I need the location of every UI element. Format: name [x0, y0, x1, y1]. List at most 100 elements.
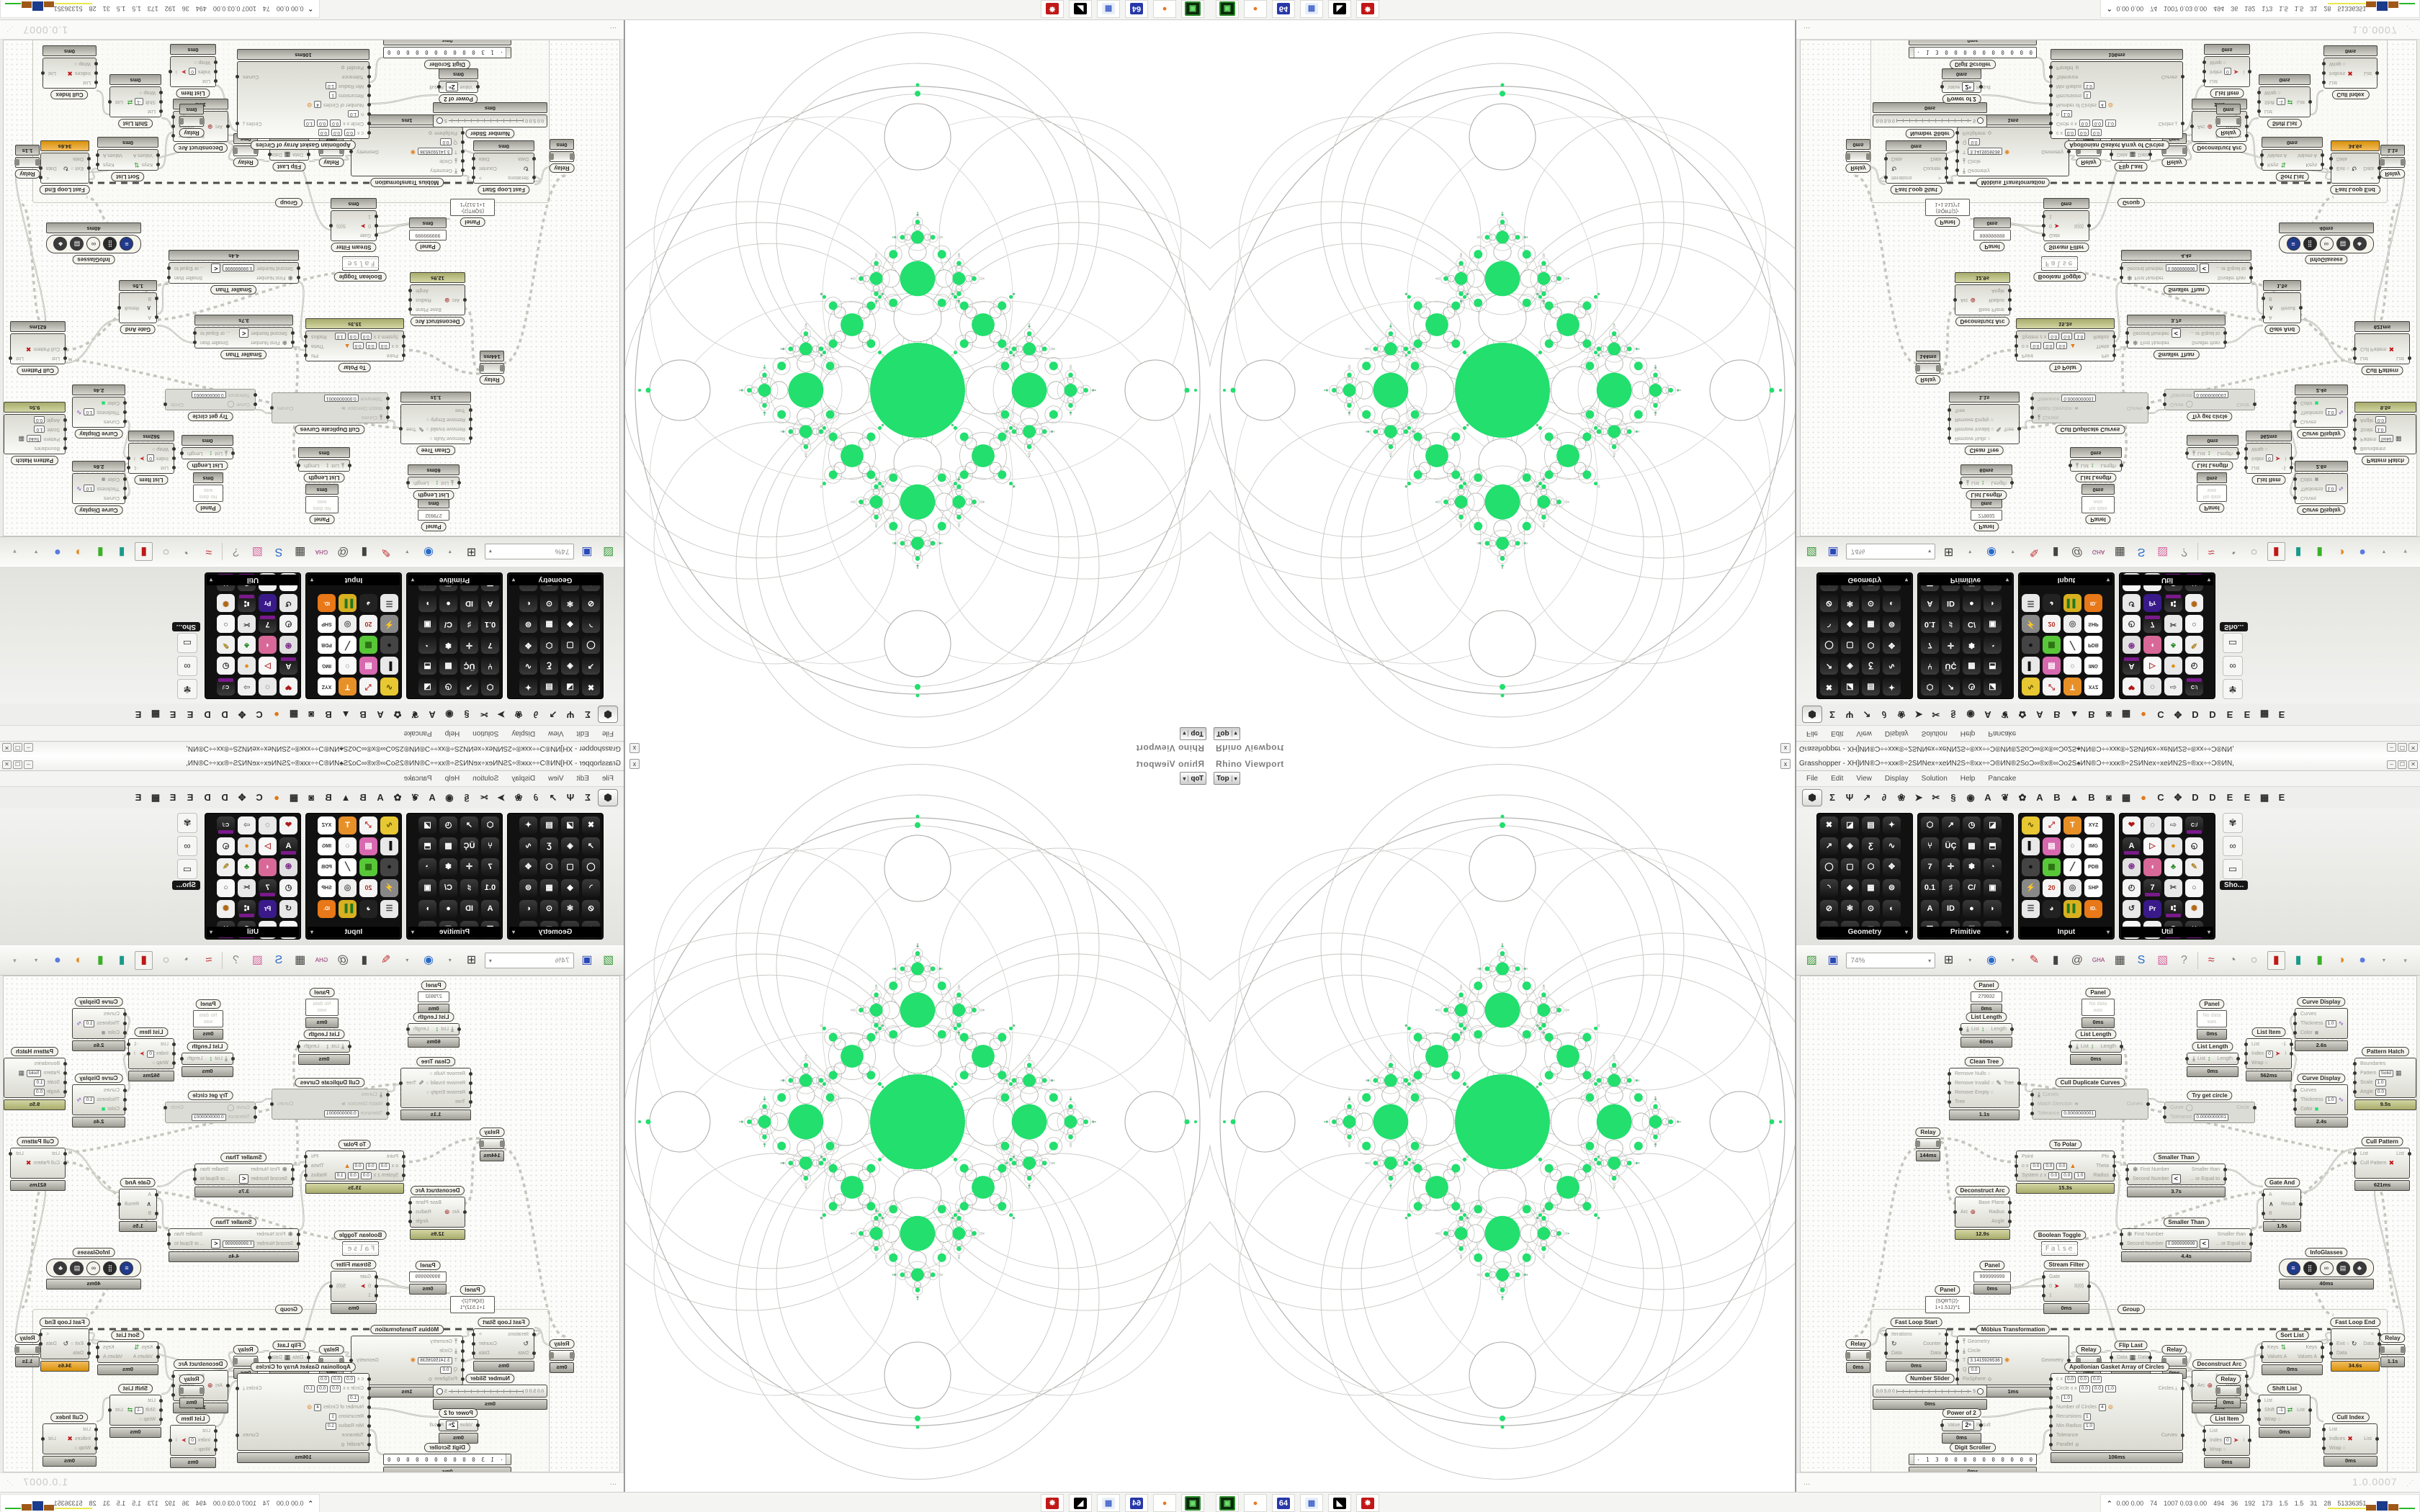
- component-icon[interactable]: ↗: [1942, 678, 1960, 696]
- component-icon[interactable]: ◕: [2043, 900, 2061, 918]
- component-icon[interactable]: ▤: [540, 816, 558, 834]
- gh-node-list-item[interactable]: List Item List Index 0 ➤ i Wrap ○ 0ms: [170, 44, 216, 101]
- value-box[interactable]: 5.0: [529, 1388, 536, 1394]
- value-box[interactable]: 1.0: [34, 1079, 45, 1086]
- component-icon[interactable]: ◆: [561, 615, 579, 633]
- value-box[interactable]: 0.0000000001: [2194, 1113, 2228, 1121]
- save-file-icon[interactable]: ▣: [1827, 954, 1839, 966]
- category-tab-27[interactable]: E: [135, 792, 142, 803]
- toolbar-icon[interactable]: ⊞: [1943, 546, 1954, 558]
- category-tab-4[interactable]: ∂: [1881, 709, 1887, 720]
- component-icon[interactable]: ⬡: [1921, 816, 1939, 834]
- component-icon[interactable]: SHP: [318, 615, 336, 633]
- toolbar-icon[interactable]: ▾: [448, 549, 452, 555]
- maximize-icon[interactable]: ☐: [2398, 743, 2407, 752]
- palette-side-icon[interactable]: ▭: [177, 633, 197, 653]
- palette-side-icon[interactable]: ∞: [177, 656, 197, 676]
- component-icon[interactable]: ▢: [1841, 636, 1859, 654]
- category-tab-9[interactable]: ◉: [1966, 792, 1975, 803]
- category-tab-7[interactable]: ✂: [1932, 792, 1940, 803]
- category-tab-23[interactable]: D: [204, 709, 211, 720]
- component-icon[interactable]: ╱: [339, 636, 357, 654]
- gh-node-list-length[interactable]: List Length ⤓ List ↕ Length 0ms: [2185, 1039, 2240, 1077]
- gh-node-smaller-than[interactable]: Smaller Than ❄ First Number Smaller than Sec…: [169, 250, 299, 297]
- category-tab-2[interactable]: Ψ: [1845, 709, 1854, 720]
- category-tab-18[interactable]: ▦: [2121, 792, 2131, 803]
- gh-node-curve-display[interactable]: Curve Display Curves Thickness 1.0 ∿ Color ■ 2.…: [72, 994, 125, 1051]
- taskbar-app-icon[interactable]: ▣: [1216, 1494, 1239, 1512]
- gh-node-number-slider[interactable]: Number Slider 0.0 5.0 0 5 0ms: [433, 1371, 547, 1410]
- category-tab-14[interactable]: B: [359, 792, 367, 803]
- gh-node-cull-duplicate-curves[interactable]: Cull Duplicate Curves ⤓ Curves Match Direct…: [2032, 392, 2148, 437]
- taskbar-app-icon[interactable]: ▣: [1216, 0, 1239, 18]
- value-box[interactable]: 0.0: [344, 1375, 356, 1383]
- value-box[interactable]: 0.0: [2375, 416, 2386, 424]
- gh-node-curve-display[interactable]: Curve Display Curves Thickness 1.0 ∿ Color ■ 2.…: [2293, 994, 2348, 1051]
- component-icon[interactable]: ◯: [582, 858, 600, 876]
- component-icon[interactable]: ◯: [582, 636, 600, 654]
- component-icon[interactable]: ☰: [2022, 594, 2040, 612]
- taskbar-app-icon[interactable]: ▦: [1300, 1494, 1323, 1512]
- value-box[interactable]: 0.999999999: [223, 264, 255, 272]
- component-icon[interactable]: C:/: [2185, 678, 2203, 696]
- gh-node-panel[interactable]: Panel No data was 0ms: [305, 985, 339, 1028]
- digit-scroller-body[interactable]: · 1 3 0 0 0 0 0 0 0 0 0 0: [1909, 1454, 2037, 1465]
- component-icon[interactable]: C:/: [217, 816, 235, 834]
- slider-body[interactable]: 0.0 5.0 0 5: [1873, 114, 1987, 127]
- value-box[interactable]: 1: [329, 1413, 336, 1421]
- value-box[interactable]: 0: [147, 1050, 154, 1058]
- component-icon[interactable]: ID.: [318, 594, 336, 612]
- component-icon[interactable]: ✥: [519, 636, 537, 654]
- component-icon[interactable]: ⊘: [1820, 900, 1838, 918]
- component-icon[interactable]: ▌▌: [339, 594, 357, 612]
- value-box[interactable]: 0.0: [2078, 129, 2089, 137]
- value-box[interactable]: 0.0: [352, 1162, 364, 1170]
- gh-node-curve-display[interactable]: Curve Display Curves Thickness 1.0 ∿ Color ■ 2.…: [72, 461, 125, 518]
- gh-node-power-of-2[interactable]: Power of 2 Value 2ⁿ Result 0ms: [429, 68, 478, 107]
- panel-value[interactable]: 279932: [418, 510, 449, 521]
- node-body[interactable]: List Index 0 ➤ i Wrap ○: [2202, 1425, 2251, 1456]
- gh-node-panel[interactable]: Panel 279932 0ms: [418, 498, 449, 534]
- component-icon[interactable]: ◝: [1820, 879, 1838, 897]
- gh-node-panel[interactable]: Panel (SQRT(2)- 1+1.512)^1: [450, 199, 495, 230]
- node-body[interactable]: Remove Nulls ○ Remove Invalid ○ ✎ Tree Remov…: [400, 1068, 471, 1108]
- relay-body[interactable]: [550, 151, 574, 162]
- component-icon[interactable]: ◐: [519, 900, 537, 918]
- node-body[interactable]: Point Phi o x 0.0 0.0 0.0 ▲ Theta System z x 0.0 0…: [305, 1151, 404, 1182]
- node-body[interactable]: Curves Thickness 1.0 ∿ Color ■: [72, 1084, 125, 1115]
- node-body[interactable]: < Exit ○ ↻ Data Data: [40, 153, 89, 184]
- component-icon[interactable]: ✎: [217, 858, 235, 876]
- component-icon[interactable]: ✺: [217, 900, 235, 918]
- component-icon[interactable]: ⬡: [1862, 858, 1880, 876]
- component-icon[interactable]: ▌: [380, 837, 398, 855]
- gh-node-list-length[interactable]: List Length ⤓ List ↕ Length 60ms: [1960, 464, 2012, 503]
- taskbar-app-icon[interactable]: ●: [1244, 0, 1267, 18]
- gh-node-sort-list[interactable]: Sort List Keys ⇅ Keys Values A Values A 0ms: [2262, 137, 2323, 184]
- component-icon[interactable]: ⑂: [481, 657, 499, 675]
- display-mode-icon[interactable]: ≈: [205, 954, 212, 966]
- infoglasses-body[interactable]: ≡ ⣿ ∞ ▤ ♣: [46, 235, 141, 253]
- category-tab-7[interactable]: ✂: [480, 709, 488, 720]
- category-tab-25[interactable]: E: [169, 792, 176, 803]
- component-icon[interactable]: 7: [259, 879, 277, 897]
- taskbar-app-icon[interactable]: 64: [1125, 1494, 1148, 1512]
- component-icon[interactable]: ↺: [279, 900, 297, 918]
- component-icon[interactable]: ⇨: [238, 678, 256, 696]
- close-icon[interactable]: ✕: [2, 760, 12, 769]
- taskbar-app-icon[interactable]: ✸: [1041, 1494, 1064, 1512]
- gh-node-pattern-hatch[interactable]: Pattern Hatch Boundaries Pattern Solid ▦ Scal…: [2353, 1044, 2416, 1110]
- component-icon[interactable]: ֎: [279, 636, 297, 654]
- display-mode-icon[interactable]: ▮: [118, 546, 125, 558]
- value-box[interactable]: -1: [2277, 98, 2285, 106]
- component-icon[interactable]: ◴: [279, 879, 297, 897]
- node-body[interactable]: List Indices ✖ List Wrap ○: [2322, 1423, 2379, 1454]
- component-icon[interactable]: ⬡: [1921, 678, 1939, 696]
- save-file-icon[interactable]: ▣: [581, 954, 593, 966]
- node-body[interactable]: ⤓ List ↕ Length: [1959, 1023, 2014, 1035]
- gh-node-fast-loop-start[interactable]: Fast Loop Start Iterations > ↻ Counter Data Da…: [1886, 140, 1947, 197]
- save-file-icon[interactable]: ▣: [581, 546, 593, 558]
- gh-node-relay[interactable]: Relay 1.1s: [14, 145, 40, 181]
- value-box[interactable]: 0.0: [2079, 120, 2090, 127]
- component-icon[interactable]: ID: [460, 900, 478, 918]
- component-icon[interactable]: ◖: [2143, 858, 2161, 876]
